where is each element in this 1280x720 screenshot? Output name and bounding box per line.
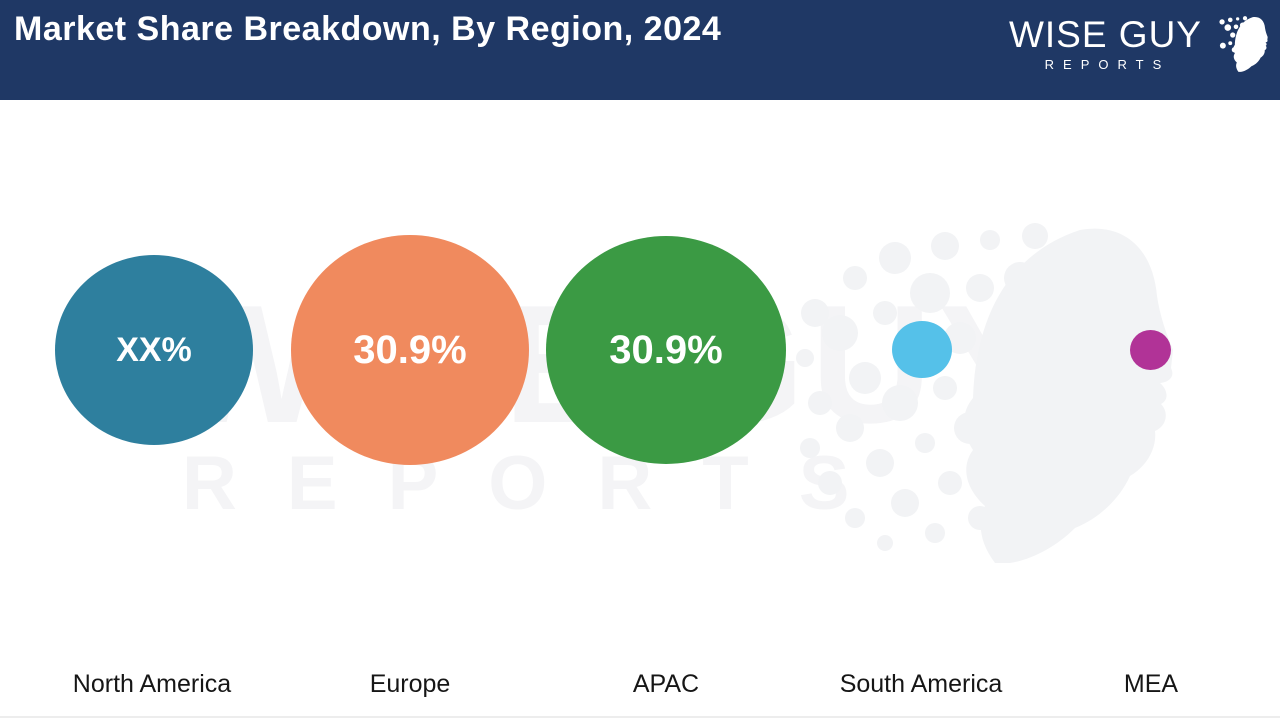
- category-label-europe: Europe: [369, 670, 451, 698]
- bubble-value-north-america: XX%: [116, 330, 192, 369]
- wise-guy-logo: WISE GUY REPORTS: [1009, 8, 1268, 80]
- bubble-south-america[interactable]: [892, 321, 952, 378]
- header-bar: Market Share Breakdown, By Region, 2024 …: [0, 0, 1280, 100]
- page-title: Market Share Breakdown, By Region, 2024: [14, 10, 722, 48]
- category-label-apac: APAC: [632, 670, 700, 698]
- bubble-mea[interactable]: [1130, 330, 1171, 370]
- bubble-europe[interactable]: 30.9%: [291, 235, 529, 465]
- logo-wordmark: WISE GUY REPORTS: [1008, 14, 1202, 72]
- bubble-value-apac: 30.9%: [609, 327, 723, 372]
- watermark-head-icon: [796, 223, 1173, 564]
- bubble-apac[interactable]: 30.9%: [546, 236, 786, 464]
- category-label-north-america: North America: [72, 670, 232, 698]
- logo-title-text: WISE GUY: [1008, 14, 1202, 56]
- logo-head-icon: [1219, 16, 1268, 72]
- bottom-divider: [0, 716, 1280, 718]
- bubble-value-europe: 30.9%: [353, 327, 467, 372]
- bubble-north-america[interactable]: XX%: [55, 255, 253, 445]
- watermark-reports: REPORTS: [182, 441, 900, 526]
- category-label-mea: MEA: [1123, 670, 1179, 698]
- logo-subtitle-text: REPORTS: [1044, 56, 1171, 72]
- category-label-south-america: South America: [839, 670, 1003, 698]
